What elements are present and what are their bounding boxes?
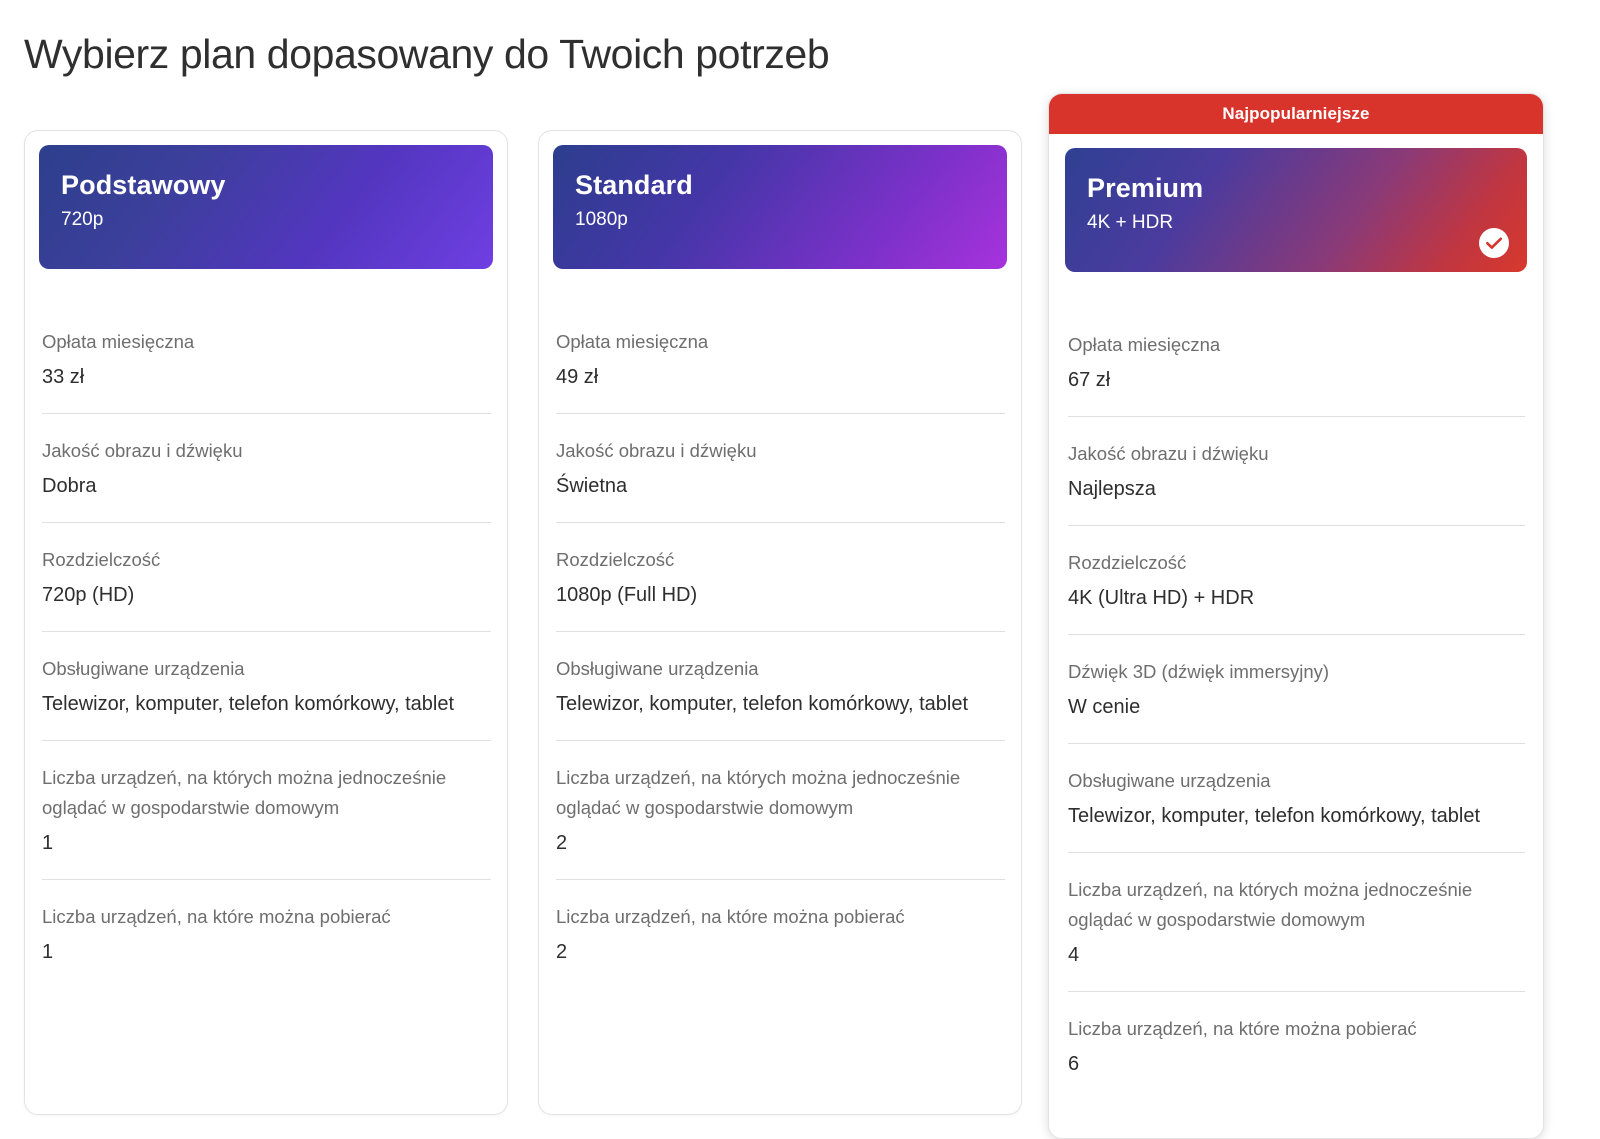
feature-row: Rozdzielczość 4K (Ultra HD) + HDR [1068,524,1525,634]
feature-row: Liczba urządzeń, na których można jednoc… [1068,851,1525,991]
feature-label: Liczba urządzeń, na których można jednoc… [1068,878,1473,930]
feature-label: Liczba urządzeń, na które można pobierać [1068,1017,1417,1039]
feature-value: 33 zł [42,365,85,388]
feature-value: W cenie [1068,695,1141,718]
plan-feature-list: Opłata miesięczna 67 zł Jakość obrazu i … [1049,286,1543,1100]
feature-value: Telewizor, komputer, telefon komórkowy, … [42,692,455,715]
plan-card-podstawowy[interactable]: Podstawowy 720p Opłata miesięczna 33 zł … [24,130,508,1115]
feature-value: 4 [1068,943,1080,966]
feature-value: 1080p (Full HD) [556,583,698,606]
plan-card-standard[interactable]: Standard 1080p Opłata miesięczna 49 zł J… [538,130,1022,1115]
feature-row: Liczba urządzeń, na których można jednoc… [556,739,1005,879]
feature-row: Liczba urządzeń, na które można pobierać… [556,878,1005,988]
feature-label: Obsługiwane urządzenia [42,657,245,679]
page-title: Wybierz plan dopasowany do Twoich potrze… [24,31,830,78]
feature-row: Rozdzielczość 1080p (Full HD) [556,521,1005,631]
plan-header-standard: Standard 1080p [553,145,1007,269]
feature-row: Jakość obrazu i dźwięku Dobra [42,412,491,522]
feature-row: Opłata miesięczna 67 zł [1068,286,1525,416]
plan-header-premium: Premium 4K + HDR [1065,148,1527,272]
feature-value: 1 [42,831,54,854]
feature-row: Obsługiwane urządzenia Telewizor, komput… [556,630,1005,740]
feature-value: 720p (HD) [42,583,135,606]
check-circle-icon [1479,228,1509,258]
feature-row: Liczba urządzeń, na które można pobierać… [1068,990,1525,1100]
feature-row: Dźwięk 3D (dźwięk immersyjny) W cenie [1068,633,1525,743]
feature-label: Rozdzielczość [42,548,161,570]
feature-value: 2 [556,940,568,963]
feature-value: Najlepsza [1068,477,1156,500]
feature-label: Liczba urządzeń, na które można pobierać [556,905,905,927]
feature-value: 4K (Ultra HD) + HDR [1068,586,1255,609]
feature-value: Telewizor, komputer, telefon komórkowy, … [556,692,969,715]
plan-feature-list: Opłata miesięczna 33 zł Jakość obrazu i … [25,283,507,988]
feature-row: Liczba urządzeń, na które można pobierać… [42,878,491,988]
plan-card-inner: Standard 1080p [539,131,1021,283]
feature-row: Rozdzielczość 720p (HD) [42,521,491,631]
feature-value: Dobra [42,474,97,497]
feature-value: 67 zł [1068,368,1111,391]
feature-label: Jakość obrazu i dźwięku [1068,442,1269,464]
plan-card-inner: Premium 4K + HDR [1049,134,1543,286]
feature-label: Opłata miesięczna [42,331,195,352]
feature-label: Rozdzielczość [1068,551,1187,573]
feature-value: 1 [42,940,54,963]
feature-value: 2 [556,831,568,854]
feature-label: Liczba urządzeń, na których można jednoc… [556,766,961,818]
feature-label: Liczba urządzeń, na których można jednoc… [42,766,447,818]
feature-row: Jakość obrazu i dźwięku Świetna [556,412,1005,522]
plan-card-inner: Podstawowy 720p [25,131,507,283]
plan-subtitle: 1080p [575,208,628,230]
plan-name: Podstawowy [61,170,226,200]
feature-label: Jakość obrazu i dźwięku [42,439,243,461]
feature-label: Opłata miesięczna [556,331,709,352]
feature-value: Świetna [556,474,628,497]
most-popular-badge: Najpopularniejsze [1049,94,1543,134]
feature-label: Obsługiwane urządzenia [556,657,759,679]
feature-label: Opłata miesięczna [1068,334,1221,355]
feature-row: Obsługiwane urządzenia Telewizor, komput… [1068,742,1525,852]
feature-row: Opłata miesięczna 49 zł [556,283,1005,413]
feature-row: Liczba urządzeń, na których można jednoc… [42,739,491,879]
plan-card-premium[interactable]: Najpopularniejsze Premium 4K + HDR Opłat… [1048,93,1544,1139]
feature-row: Opłata miesięczna 33 zł [42,283,491,413]
feature-value: 6 [1068,1052,1080,1075]
plan-subtitle: 720p [61,208,104,230]
feature-row: Obsługiwane urządzenia Telewizor, komput… [42,630,491,740]
feature-label: Rozdzielczość [556,548,675,570]
feature-label: Obsługiwane urządzenia [1068,769,1271,791]
plan-name: Standard [575,170,693,200]
feature-value: Telewizor, komputer, telefon komórkowy, … [1068,804,1481,827]
plan-name: Premium [1087,173,1204,203]
feature-value: 49 zł [556,365,599,388]
feature-label: Jakość obrazu i dźwięku [556,439,757,461]
feature-row: Jakość obrazu i dźwięku Najlepsza [1068,415,1525,525]
feature-label: Liczba urządzeń, na które można pobierać [42,905,391,927]
plan-header-podstawowy: Podstawowy 720p [39,145,493,269]
plan-subtitle: 4K + HDR [1087,211,1174,233]
plan-feature-list: Opłata miesięczna 49 zł Jakość obrazu i … [539,283,1021,988]
feature-label: Dźwięk 3D (dźwięk immersyjny) [1068,660,1330,682]
